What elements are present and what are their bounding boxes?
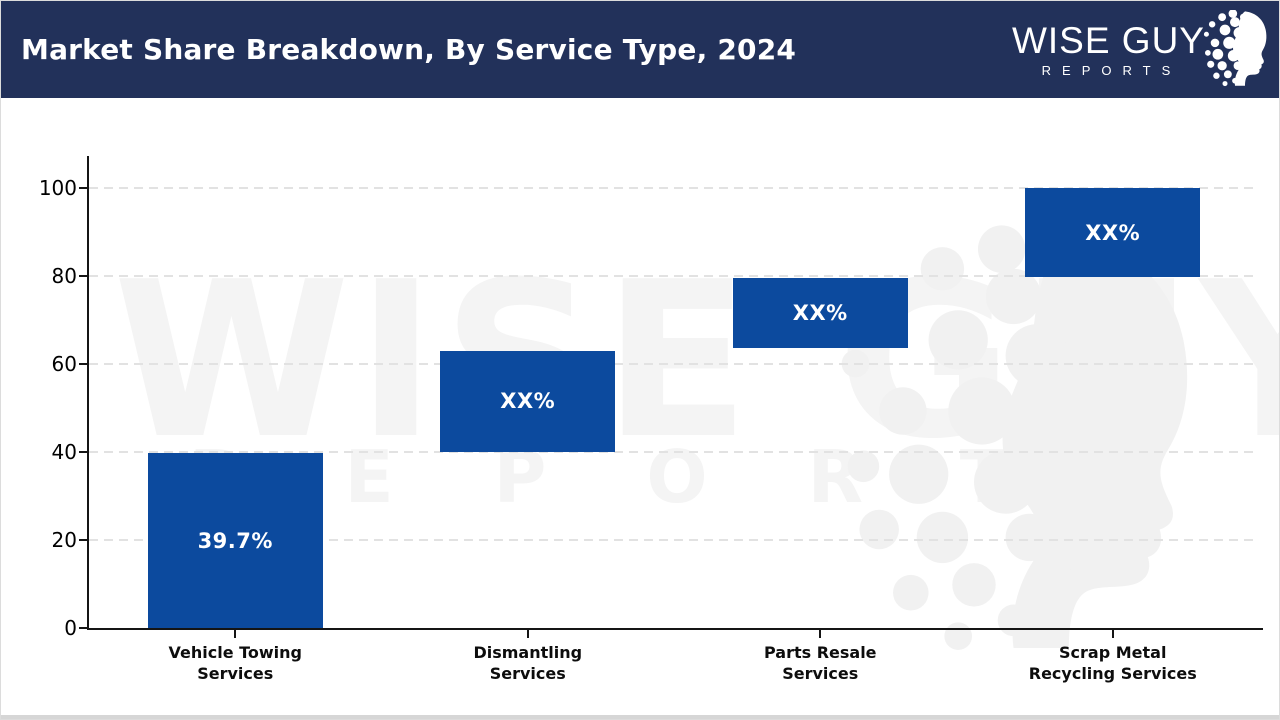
gridline-60	[89, 362, 1259, 365]
x-category-label-line2: Services	[197, 664, 274, 683]
x-category-label: Vehicle Towing Services	[89, 642, 382, 684]
gridline-100	[89, 186, 1259, 189]
x-category-label-line2: Services	[489, 664, 566, 683]
bar-value-label: XX%	[792, 301, 848, 326]
y-tick-100	[79, 186, 87, 189]
x-category-label: Scrap Metal Recycling Services	[967, 642, 1260, 684]
bar-value-label: 39.7%	[197, 528, 273, 553]
bottom-strip	[1, 715, 1279, 719]
wise-guy-reports-logo: WISE GUY REPORTS	[1012, 1, 1279, 98]
y-tick-label-80: 80	[51, 263, 77, 288]
y-tick-label-40: 40	[51, 439, 77, 464]
bar-segment: XX%	[732, 277, 908, 349]
x-category-label-line1: Scrap Metal	[1059, 643, 1167, 662]
bar-segment: 39.7%	[147, 453, 323, 628]
bar-value-label: XX%	[1085, 220, 1141, 245]
x-category-label-line1: Vehicle Towing	[168, 643, 302, 662]
x-category-label-line1: Dismantling	[473, 643, 583, 662]
y-tick-80	[79, 274, 87, 277]
y-tick-label-20: 20	[51, 527, 77, 552]
y-tick-label-60: 60	[51, 351, 77, 376]
bar-segment: XX%	[1025, 188, 1201, 277]
logo-wise-guy-label: WISE GUY	[1011, 19, 1205, 61]
logo-reports-label: REPORTS	[1041, 62, 1182, 78]
y-tick-0	[79, 627, 87, 629]
y-tick-20	[79, 538, 87, 541]
header-bar: Market Share Breakdown, By Service Type,…	[1, 1, 1279, 98]
x-tick	[819, 630, 822, 638]
y-tick-label-100: 100	[38, 175, 77, 200]
x-category-label-line2: Services	[782, 664, 859, 683]
x-tick	[234, 630, 237, 638]
y-tick-60	[79, 362, 87, 365]
x-tick	[526, 630, 529, 638]
x-axis-line	[87, 628, 1263, 630]
logo-head-icon	[1203, 9, 1267, 86]
y-tick-label-0: 0	[64, 616, 77, 640]
bar-value-label: XX%	[500, 389, 556, 414]
plot-area: 39.7% XX% XX% XX%	[89, 156, 1259, 628]
bar-segment: XX%	[440, 350, 616, 452]
y-axis-line	[87, 156, 89, 630]
gridline-80	[89, 274, 1259, 277]
gridline-40	[89, 450, 1259, 453]
x-category-label-line1: Parts Resale	[763, 643, 877, 662]
x-category-label-line2: Recycling Services	[1028, 664, 1197, 683]
logo-text: WISE GUY REPORTS	[1012, 22, 1205, 78]
gridline-20	[89, 538, 1259, 541]
y-tick-40	[79, 450, 87, 453]
x-category-label: Dismantling Services	[382, 642, 675, 684]
x-category-label: Parts Resale Services	[674, 642, 967, 684]
x-tick	[1111, 630, 1114, 638]
chart-title: Market Share Breakdown, By Service Type,…	[21, 33, 797, 66]
